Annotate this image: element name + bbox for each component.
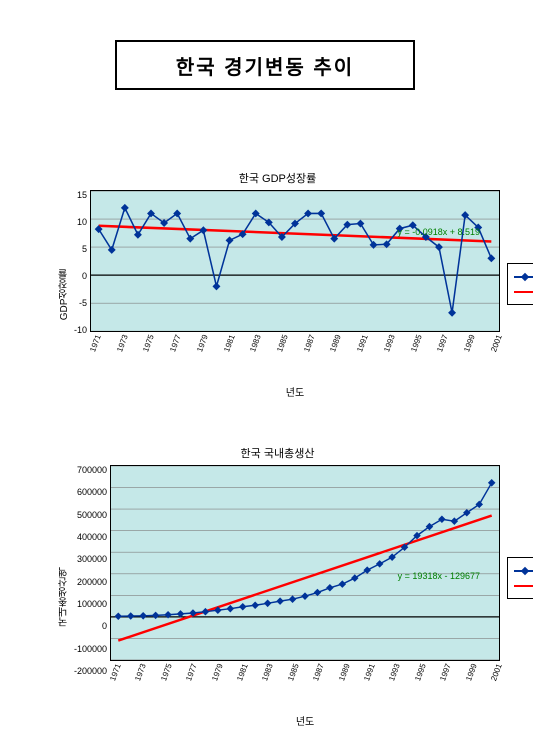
legend-trend-icon: [514, 291, 533, 293]
chart1-legend: 계열1 선형 (계열1): [507, 263, 533, 305]
chart2-xlabel: 년도: [110, 713, 500, 728]
chart2-xticks: 1971197319751977197919811983198519871989…: [110, 661, 500, 687]
chart1-xticks: 1971197319751977197919811983198519871989…: [90, 332, 500, 358]
chart2-ylabel: 국내총생산액: [55, 465, 74, 728]
chart1-ylabel: GDP성장률: [55, 190, 74, 399]
legend-series: 계열1: [514, 564, 533, 577]
chart2-legend: 계열1 선형 (계열1): [507, 557, 533, 599]
legend-line-icon: [514, 570, 533, 572]
legend-line-icon: [514, 276, 533, 278]
chart2-yticks: 7000006000005000004000003000002000001000…: [74, 465, 110, 676]
chart1-plot: [90, 190, 500, 332]
legend-trend-icon: [514, 585, 533, 587]
chart1-title: 한국 GDP성장률: [55, 170, 500, 186]
chart1-yticks: 151050-5-10: [74, 190, 90, 335]
chart2-equation: y = 19318x - 129677: [398, 571, 480, 581]
gdp-growth-chart: 한국 GDP성장률 GDP성장률 151050-5-10 y = -0.0918…: [55, 170, 500, 335]
gdp-total-chart: 한국 국내총생산 국내총생산액 700000600000500000400000…: [55, 445, 500, 665]
legend-trend: 선형 (계열1): [514, 285, 533, 298]
page-title: 한국 경기변동 추이: [176, 51, 354, 80]
legend-trend: 선형 (계열1): [514, 579, 533, 592]
page-title-container: 한국 경기변동 추이: [115, 40, 415, 90]
chart1-equation: y = -0.0918x + 8.519: [397, 227, 480, 237]
legend-series: 계열1: [514, 270, 533, 283]
chart2-plot: [110, 465, 500, 661]
chart1-xlabel: 년도: [90, 384, 500, 399]
chart2-title: 한국 국내총생산: [55, 445, 500, 461]
